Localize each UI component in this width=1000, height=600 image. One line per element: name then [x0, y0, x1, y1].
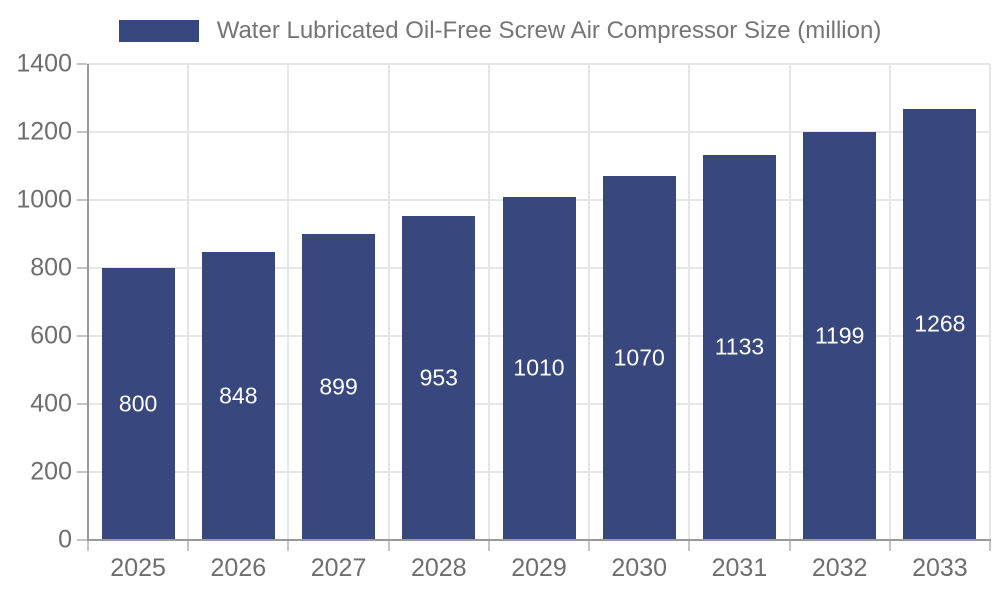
x-axis-tick-label: 2032	[811, 554, 868, 582]
gridline-vertical	[487, 64, 490, 540]
gridline-vertical	[888, 64, 891, 540]
y-axis-tick-label: 800	[30, 253, 72, 282]
bar[interactable]	[803, 132, 877, 540]
x-axis-tick-label: 2028	[410, 554, 467, 582]
gridline-horizontal	[88, 63, 990, 65]
gridline-vertical	[387, 64, 390, 540]
x-axis-tick-mark	[588, 541, 591, 551]
y-axis-tick-mark	[77, 403, 87, 405]
bar-value-label: 1070	[613, 344, 665, 371]
gridline-vertical	[688, 64, 691, 540]
plot-area: 800 848 899 953 1010 1070 1133 1199 1268	[88, 63, 991, 540]
x-axis-tick-mark	[788, 541, 791, 551]
x-axis-tick-mark	[688, 541, 691, 551]
x-axis-tick-mark	[287, 541, 290, 551]
x-axis-tick-label: 2030	[611, 554, 668, 582]
x-axis-tick-mark	[387, 541, 390, 551]
y-axis-tick-label: 1400	[16, 49, 72, 78]
x-axis-tick-mark	[87, 541, 89, 551]
legend-label: Water Lubricated Oil-Free Screw Air Comp…	[216, 17, 882, 44]
y-axis-tick-label: 600	[30, 321, 72, 350]
x-axis-tick-label: 2031	[711, 554, 768, 582]
x-axis-tick-mark	[888, 541, 891, 551]
gridline-vertical	[989, 64, 991, 540]
bar[interactable]	[302, 234, 376, 540]
x-axis-tick-label: 2025	[110, 554, 166, 582]
y-axis-line	[87, 64, 89, 542]
legend-item[interactable]: Water Lubricated Oil-Free Screw Air Comp…	[0, 15, 1000, 47]
gridline-vertical	[788, 64, 791, 540]
gridline-horizontal	[88, 131, 990, 133]
gridline-vertical	[588, 64, 591, 540]
bar[interactable]	[903, 108, 977, 540]
y-axis-labels: 0 200 400 600 800 1000 1200 1400	[0, 51, 72, 552]
y-axis-tick-mark	[77, 267, 87, 269]
gridline-vertical	[187, 64, 190, 540]
y-axis-tick-label: 0	[58, 525, 72, 554]
y-axis-tick-mark	[77, 63, 87, 65]
gridline-vertical	[287, 64, 290, 540]
x-axis-tick-mark	[487, 541, 490, 551]
bar-value-label: 1199	[814, 322, 865, 349]
x-axis-tick-mark	[187, 541, 190, 551]
x-axis-tick-mark	[989, 541, 991, 551]
legend-swatch	[118, 20, 199, 42]
y-axis-tick-label: 200	[30, 457, 72, 486]
x-axis-tick-label: 2029	[511, 554, 567, 582]
y-axis-tick-mark	[77, 131, 87, 133]
y-axis-tick-mark	[77, 471, 87, 473]
y-axis-tick-label: 400	[30, 389, 72, 418]
y-axis-tick-label: 1200	[16, 117, 72, 146]
bar[interactable]	[602, 176, 676, 540]
bar-value-label: 1268	[914, 310, 966, 337]
y-axis-tick-mark	[77, 539, 87, 541]
bar-value-label: 953	[419, 364, 458, 391]
x-axis-tick-label: 2027	[310, 554, 367, 582]
bar-value-label: 1010	[513, 354, 565, 381]
bar[interactable]	[201, 251, 275, 540]
bar[interactable]	[101, 268, 175, 540]
y-axis-tick-mark	[77, 335, 87, 337]
x-axis-tick-label: 2033	[912, 554, 968, 582]
bar[interactable]	[702, 154, 776, 540]
bar-value-label: 1133	[714, 333, 765, 360]
bar-value-label: 848	[219, 382, 258, 409]
bar[interactable]	[502, 196, 576, 540]
y-axis-tick-label: 1000	[16, 185, 72, 214]
bar-value-label: 899	[319, 373, 358, 400]
bar[interactable]	[402, 215, 476, 540]
x-axis-tick-label: 2026	[210, 554, 267, 582]
x-axis-line	[87, 539, 991, 541]
bar-value-label: 800	[118, 390, 158, 417]
y-axis-tick-mark	[77, 199, 87, 201]
